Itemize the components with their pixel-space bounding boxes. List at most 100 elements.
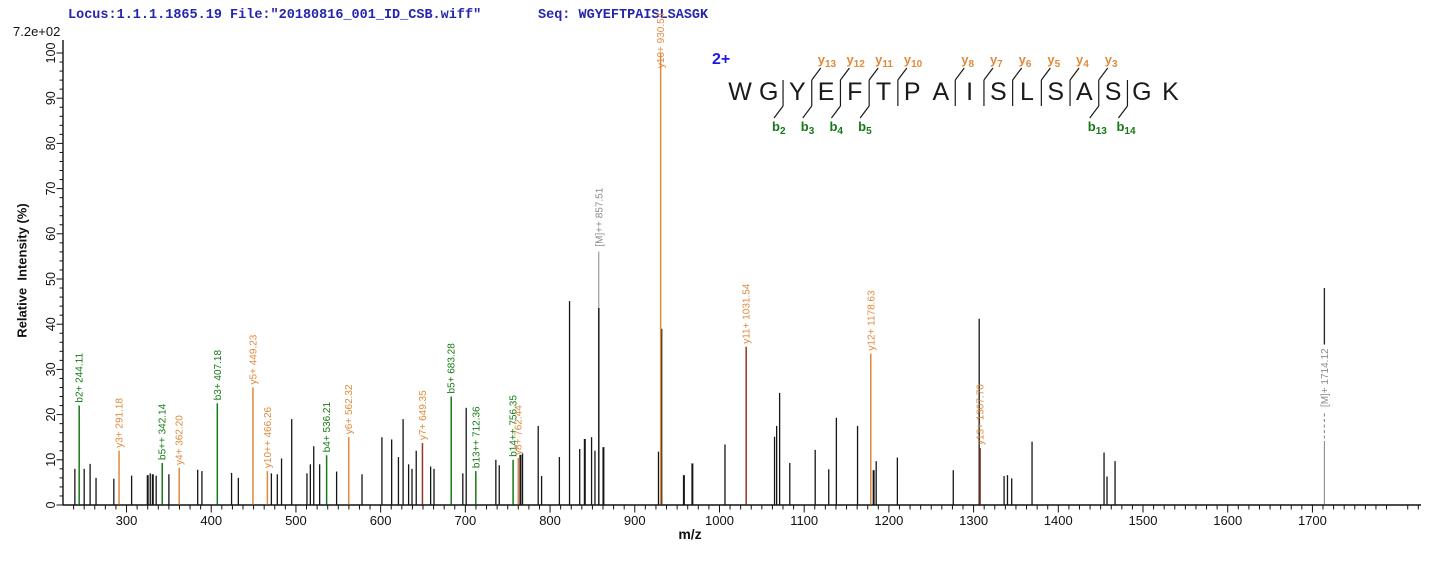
locus-file-label: Locus:1.1.1.1865.19 File:"20180816_001_I… <box>68 8 482 23</box>
y-ion-label: y11 <box>875 52 893 70</box>
peak-label: y8+ 762.44 <box>514 405 525 455</box>
peak-label: y4+ 362.20 <box>175 415 186 465</box>
x-tick-label: 800 <box>539 513 561 528</box>
max-intensity-label: 7.2e+02 <box>13 24 61 39</box>
ion-number: 12 <box>854 59 866 70</box>
residue-letter: E <box>818 78 835 106</box>
ion-letter: y <box>818 52 826 67</box>
y-ion-tick <box>897 67 908 81</box>
residue-letter: G <box>759 78 778 106</box>
peak-label: y5+ 449.23 <box>248 334 259 384</box>
b-ion-tick <box>830 105 841 119</box>
residue-letter: F <box>847 78 862 106</box>
ion-letter: b <box>829 119 837 134</box>
residue-letter: A <box>1076 78 1093 106</box>
y-ion-label: y7 <box>990 52 1003 70</box>
x-tick-label: 1000 <box>705 513 734 528</box>
residue-letter: T <box>876 78 891 106</box>
ion-number: 3 <box>1112 59 1118 70</box>
peak-label: b14++ 756.35 <box>509 395 520 457</box>
x-tick-label: 500 <box>285 513 307 528</box>
y-ion-tick <box>811 67 822 81</box>
y-ion-tick <box>983 67 994 81</box>
y-ion-tick <box>1069 67 1080 81</box>
peak-label: b4+ 536.21 <box>322 402 333 453</box>
x-tick-label: 600 <box>370 513 392 528</box>
y-ion-tick <box>1012 67 1023 81</box>
axis-tick-labels: 300 400 500 600 700 800 900 1000 1100 1200 1300 140… <box>44 43 1327 528</box>
y-ion-label: y12 <box>846 52 865 70</box>
peak-label: y11+ 1031.54 <box>742 283 753 344</box>
y-ion-tick <box>839 67 850 81</box>
peak-label: y13+ 1307.70 <box>976 384 987 445</box>
residue-letter: A <box>933 78 950 106</box>
ion-number: 11 <box>882 59 893 70</box>
ion-number: 4 <box>1083 59 1089 70</box>
precursor-charge-label: 2+ <box>712 51 730 68</box>
b-ion-label: b14 <box>1116 119 1136 137</box>
peak-label: [M]++ 857.51 <box>594 187 605 246</box>
y-ion-tick <box>1040 67 1051 81</box>
ion-number: 4 <box>837 126 843 137</box>
ion-letter: y <box>846 52 854 67</box>
peak-label: y12+ 1178.63 <box>866 290 877 351</box>
ion-number: 3 <box>809 126 815 137</box>
ion-letter: y <box>1019 52 1027 67</box>
ion-letter: y <box>1076 52 1084 67</box>
x-tick-label: 900 <box>624 513 646 528</box>
residue-letter: S <box>1047 78 1064 106</box>
peak-label: [M]+ 1714.12 <box>1320 348 1331 407</box>
annotated-peaks: b2+ 244.11 y3+ 291.18 b5++ 342.14 y4+ 362.2… <box>75 12 1331 505</box>
y-ion-label: y5 <box>1047 52 1060 70</box>
b-ion-label: b4 <box>829 119 843 137</box>
ion-letter: b <box>1116 119 1124 134</box>
peak-label: y10+ 930.54 <box>656 12 667 68</box>
x-tick-label: 1500 <box>1129 513 1158 528</box>
peak-label: y7+ 649.35 <box>418 390 429 440</box>
sequence-label: Seq: WGYEFTPAISLSASGK <box>538 8 709 23</box>
y-tick-label: 70 <box>44 182 58 196</box>
residue-letter: P <box>904 78 921 106</box>
ion-number: 6 <box>1026 59 1032 70</box>
x-tick-label: 300 <box>116 513 138 528</box>
x-tick-label: 1200 <box>874 513 903 528</box>
peak-label: b5++ 342.14 <box>158 403 169 460</box>
ion-number: 8 <box>968 59 974 70</box>
peak-label: y3+ 291.18 <box>115 398 126 448</box>
b-ion-tick <box>773 105 784 119</box>
spectrum-peaks <box>74 301 1116 505</box>
ion-number: 10 <box>911 59 923 70</box>
y-tick-label: 30 <box>44 362 58 376</box>
y-tick-label: 90 <box>44 91 58 105</box>
ion-letter: y <box>904 52 912 67</box>
x-tick-label: 1700 <box>1298 513 1327 528</box>
ion-letter: b <box>772 119 780 134</box>
residue-letter: G <box>1132 78 1151 106</box>
b-ion-label: b2 <box>772 119 786 137</box>
residue-letter: S <box>1105 78 1122 106</box>
ion-letter: b <box>1088 119 1096 134</box>
y-ion-label: y3 <box>1105 52 1118 70</box>
b-ion-tick <box>1117 105 1128 119</box>
residue-letter: W <box>728 78 752 106</box>
ion-number: 5 <box>1055 59 1061 70</box>
peak-label: y10++ 466.26 <box>263 406 274 468</box>
ion-number: 13 <box>825 59 837 70</box>
x-tick-label: 1600 <box>1213 513 1242 528</box>
b-ion-tick <box>859 105 870 119</box>
b-ion-label: b3 <box>801 119 815 137</box>
ion-letter: y <box>1105 52 1113 67</box>
y-tick-label: 20 <box>44 408 58 422</box>
peak-label: y6+ 562.32 <box>344 384 355 434</box>
residue-letter: Y <box>789 78 806 106</box>
b-ion-tick <box>1089 105 1100 119</box>
b-ion-label: b5 <box>858 119 872 137</box>
ion-letter: y <box>990 52 998 67</box>
ion-number: 13 <box>1096 126 1108 137</box>
ion-letter: b <box>801 119 809 134</box>
y-tick-label: 80 <box>44 136 58 150</box>
x-tick-label: 400 <box>200 513 222 528</box>
y-tick-label: 60 <box>44 227 58 241</box>
